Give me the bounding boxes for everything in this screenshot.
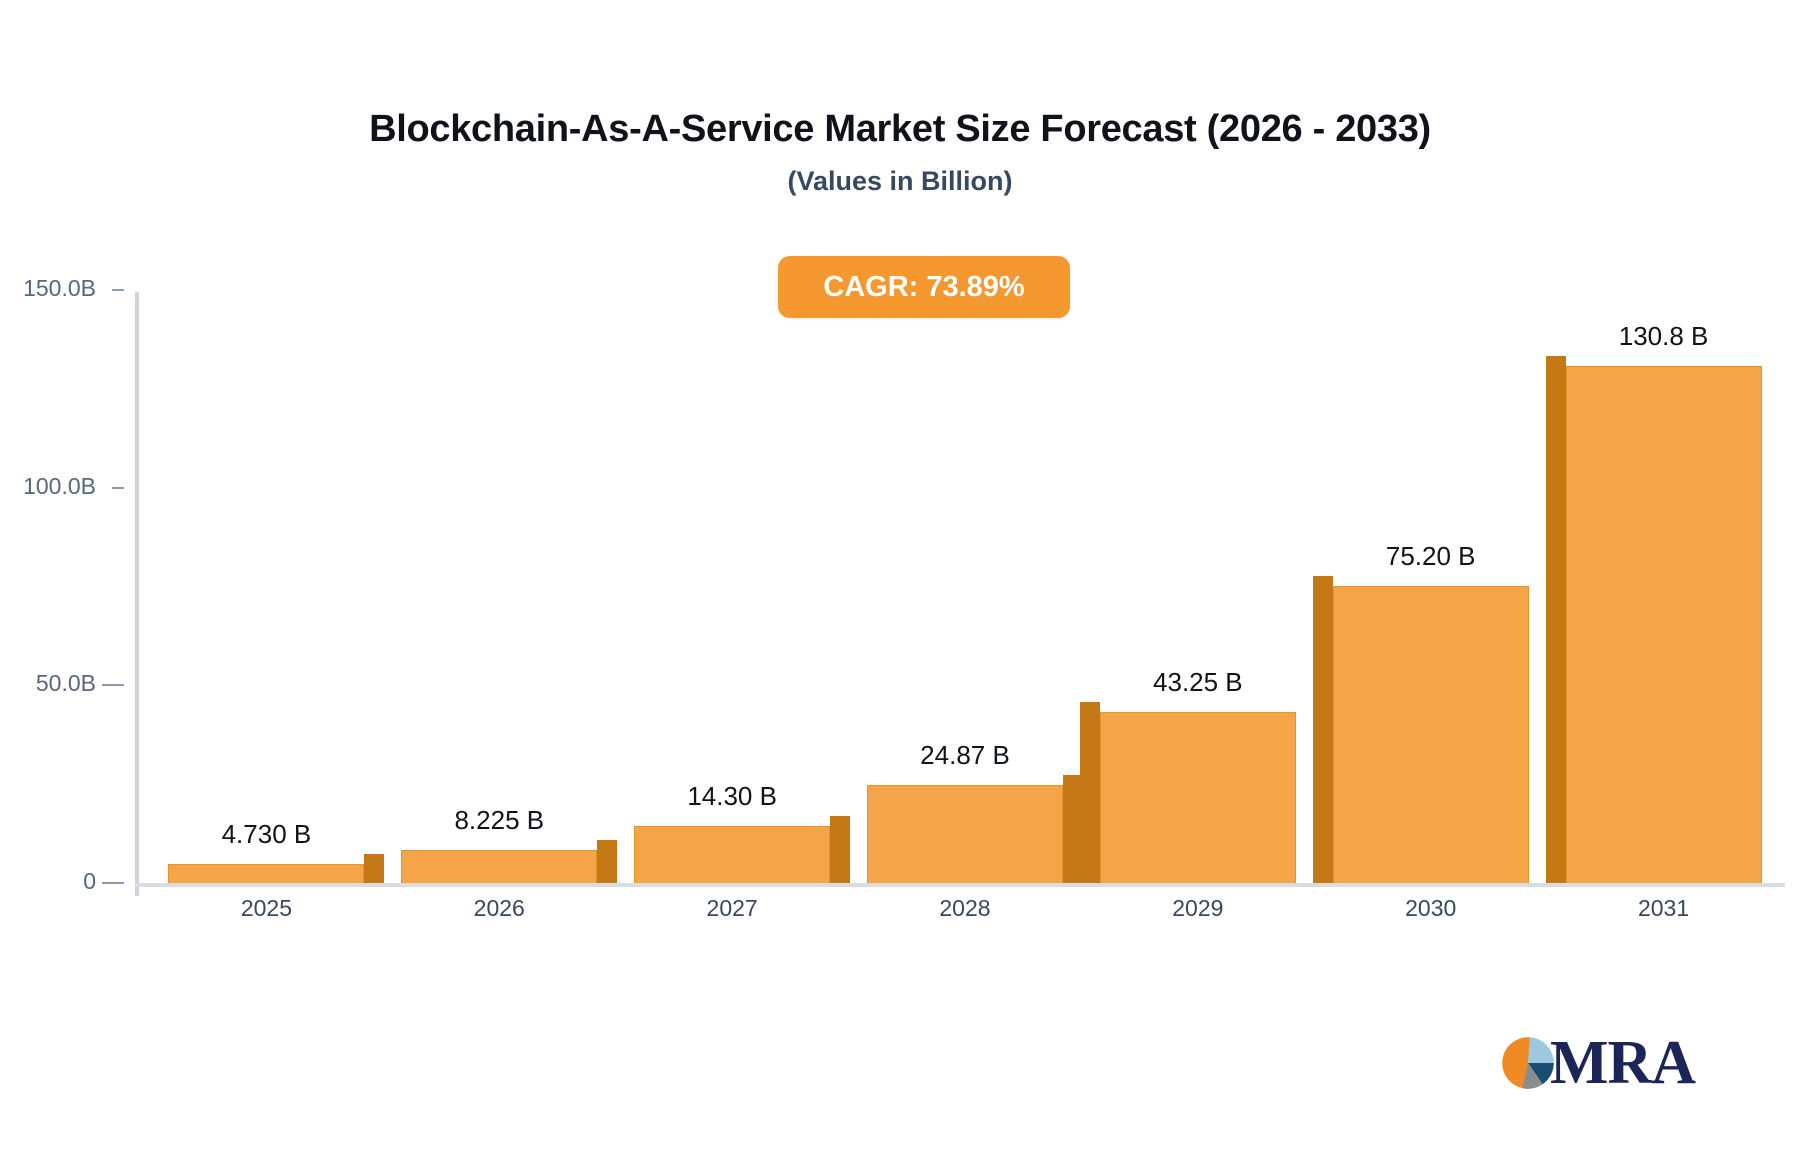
bar-side-face	[597, 840, 618, 883]
logo-wordmark: MRA	[1550, 1029, 1696, 1097]
y-axis-tick-mark	[102, 684, 124, 687]
y-axis-tick-label: 100.0B	[23, 472, 96, 499]
x-axis-tick-label: 2031	[1637, 895, 1690, 921]
chart-subtitle: (Values in Billion)	[787, 166, 1013, 196]
bar: 130.8 B	[1545, 321, 1762, 883]
bar-side-face	[830, 816, 851, 883]
bar-value-label: 75.20 B	[1385, 540, 1476, 571]
bar-value-label: 130.8 B	[1618, 320, 1709, 351]
y-axis-tick-label: 50.0B	[35, 670, 96, 697]
bar-side-face	[1079, 702, 1100, 883]
mra-logo: MRA	[1500, 1029, 1696, 1097]
x-axis-tick-label: 2027	[706, 895, 758, 921]
bar-value-label: 8.225 B	[454, 805, 545, 836]
x-axis-tick-label: 2028	[939, 895, 991, 921]
y-axis-line	[135, 292, 139, 896]
bar-front-face	[867, 784, 1063, 883]
bar-value-label: 24.87 B	[920, 739, 1010, 770]
x-axis-line	[135, 883, 1785, 887]
bar: 4.730 B	[168, 819, 385, 883]
bar-front-face	[1099, 712, 1296, 883]
bar: 8.225 B	[401, 805, 618, 883]
x-axis-tick-label: 2030	[1405, 895, 1457, 921]
x-axis-tick-label: 2029	[1172, 895, 1224, 921]
bar: 75.20 B	[1312, 541, 1529, 883]
bar: 43.25 B	[1079, 667, 1296, 883]
y-axis-tick-mark	[102, 882, 124, 884]
bar-front-face	[1332, 585, 1529, 883]
bar-value-label: 4.730 B	[221, 819, 312, 850]
x-axis-tick-label: 2026	[473, 895, 525, 921]
bar-side-face	[364, 854, 385, 883]
bar-side-face	[1545, 355, 1566, 883]
x-axis-tick-label: 2025	[240, 895, 292, 921]
y-axis-tick-label: 0	[83, 868, 96, 894]
cagr-badge: CAGR: 73.89%	[778, 256, 1070, 318]
bar-value-label: 14.30 B	[687, 781, 777, 812]
bar: 14.30 B	[634, 781, 851, 883]
bar-side-face	[1312, 575, 1333, 883]
plot-area: 0 50.0B 100.0B 150.0B 4.730 B 8.225 B 14.30 B…	[0, 275, 1800, 921]
y-axis-tick-mark	[112, 289, 124, 291]
pie-chart-icon	[1502, 1037, 1554, 1089]
page-title: Blockchain-As-A-Service Market Size Fore…	[369, 108, 1431, 150]
y-axis-tick-label: 150.0B	[23, 275, 96, 301]
bar-front-face	[401, 850, 598, 883]
bar-front-face	[168, 864, 365, 883]
bar-value-label: 43.25 B	[1153, 667, 1243, 698]
bar: 24.87 B	[867, 740, 1083, 883]
bar-front-face	[1565, 365, 1762, 883]
y-axis-tick-mark	[112, 486, 124, 489]
cagr-badge-label: CAGR: 73.89%	[823, 270, 1025, 303]
bar-side-face	[1063, 774, 1083, 883]
bar-front-face	[634, 826, 831, 883]
